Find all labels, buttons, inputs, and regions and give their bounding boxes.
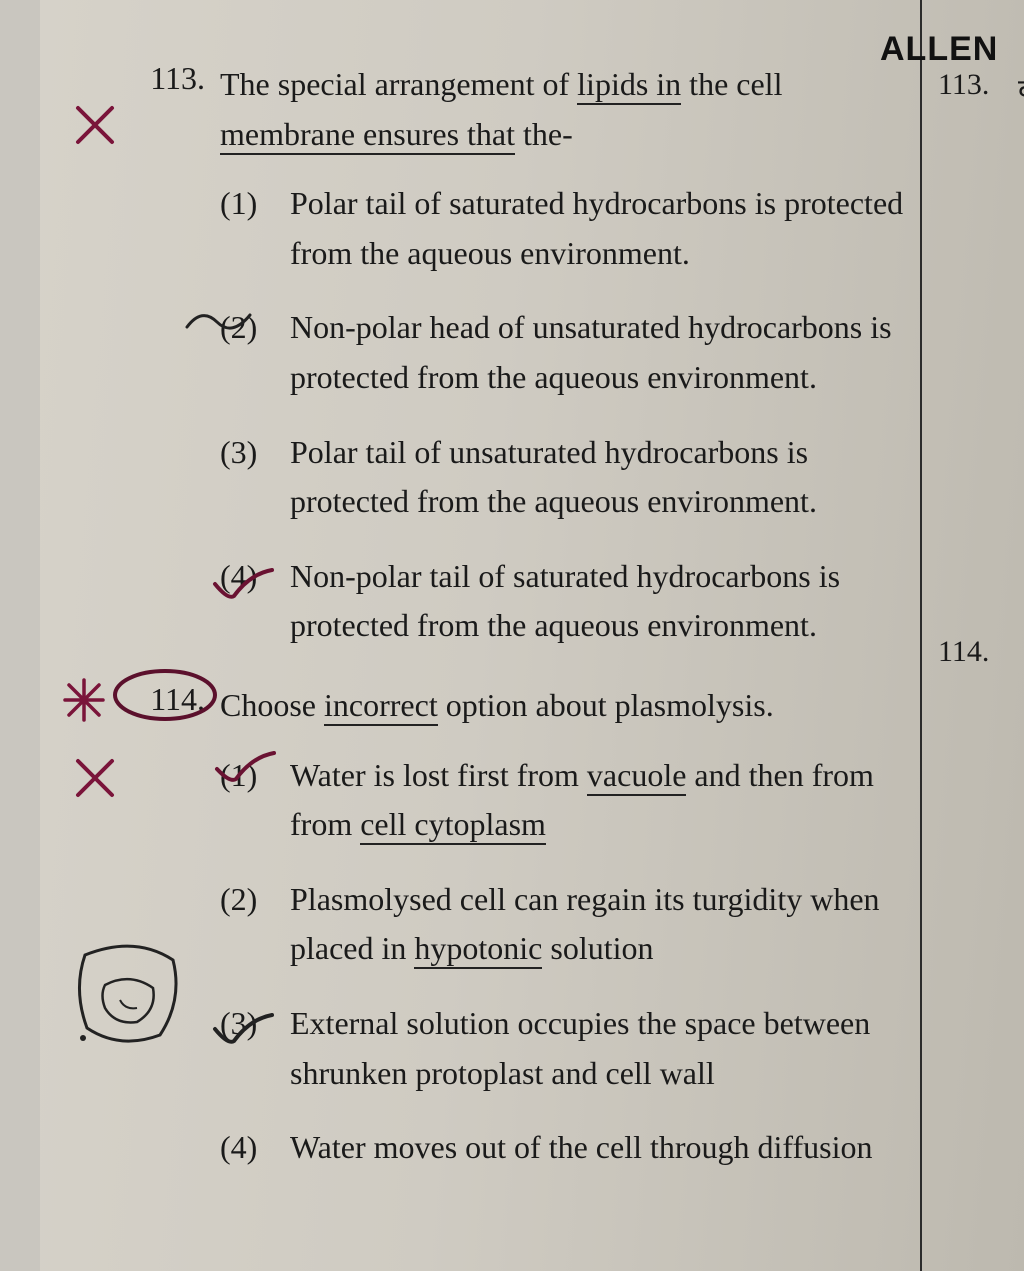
column-divider xyxy=(920,0,922,1271)
page: ALLEN 113. The special arrangement of li… xyxy=(40,0,1024,1271)
option-number: (2) xyxy=(220,303,280,353)
t: Water is lost first from xyxy=(290,757,587,793)
option-text: Water is lost first from vacuole and the… xyxy=(290,757,874,846)
t-ul: cell cytoplasm xyxy=(360,806,546,845)
t: solution xyxy=(542,930,653,966)
question-114: 114. Choose incorrect option about plasm… xyxy=(125,681,910,1173)
stem-text: Choose xyxy=(220,687,324,723)
option-text: Plasmolysed cell can regain its turgidit… xyxy=(290,881,880,970)
stem-text: the cell xyxy=(681,66,782,102)
t: from xyxy=(290,806,360,842)
option-number: (1) xyxy=(220,179,280,229)
option-number: (3) xyxy=(220,999,280,1049)
option-text: Polar tail of unsaturated hydrocarbons i… xyxy=(290,434,817,520)
handwriting-cross-icon xyxy=(70,753,125,813)
right-hindi-text: को xyxy=(1018,68,1024,109)
option-number: (4) xyxy=(220,1123,280,1173)
stem-text: the- xyxy=(515,116,573,152)
stem-text-underlined: incorrect xyxy=(324,687,438,726)
option-4: (4) Water moves out of the cell through … xyxy=(220,1123,910,1173)
question-113: 113. The special arrangement of lipids i… xyxy=(125,60,910,651)
option-text: Non-polar tail of saturated hydrocarbons… xyxy=(290,558,840,644)
left-column: 113. The special arrangement of lipids i… xyxy=(125,60,910,1203)
stem-text-underlined: membrane ensures that xyxy=(220,116,515,155)
option-number: (1) xyxy=(220,751,280,801)
t-ul: vacuole xyxy=(587,757,687,796)
option-text: Non-polar head of unsaturated hydrocarbo… xyxy=(290,309,892,395)
stem-text: The special arrangement of xyxy=(220,66,577,102)
option-number: (3) xyxy=(220,428,280,478)
handwriting-cross-icon xyxy=(70,100,125,160)
option-number: (2) xyxy=(220,875,280,925)
option-text: Water moves out of the cell through diff… xyxy=(290,1129,872,1165)
stem-text-underlined: lipids in xyxy=(577,66,681,105)
handwriting-cell-sketch-icon xyxy=(65,930,195,1060)
option-3: (3) Polar tail of unsaturated hydrocarbo… xyxy=(220,428,910,527)
question-number: 113. xyxy=(125,60,205,97)
t-ul: hypotonic xyxy=(414,930,542,969)
question-number: 114. xyxy=(125,681,205,718)
stem-text: option about plasmolysis. xyxy=(438,687,774,723)
question-stem: Choose incorrect option about plasmolysi… xyxy=(220,681,910,731)
right-q113-number: 113. xyxy=(938,68,989,102)
option-1: (1) Polar tail of saturated hydrocarbons… xyxy=(220,179,910,278)
right-q114-number: 114. xyxy=(938,635,989,669)
option-3: (3) External solution occupies the space… xyxy=(220,999,910,1098)
option-2: (2) Non-polar head of unsaturated hydroc… xyxy=(220,303,910,402)
option-1: (1) Water is lost first from vacuole and… xyxy=(220,751,910,850)
option-text: External solution occupies the space bet… xyxy=(290,1005,870,1091)
option-4: (4) Non-polar tail of saturated hydrocar… xyxy=(220,552,910,651)
options: (1) Polar tail of saturated hydrocarbons… xyxy=(220,179,910,651)
t: and then from xyxy=(686,757,874,793)
option-number: (4) xyxy=(220,552,280,602)
options: (1) Water is lost first from vacuole and… xyxy=(220,751,910,1173)
question-stem: The special arrangement of lipids in the… xyxy=(220,60,910,159)
option-text: Polar tail of saturated hydrocarbons is … xyxy=(290,185,903,271)
handwriting-star-icon xyxy=(57,675,112,735)
option-2: (2) Plasmolysed cell can regain its turg… xyxy=(220,875,910,974)
